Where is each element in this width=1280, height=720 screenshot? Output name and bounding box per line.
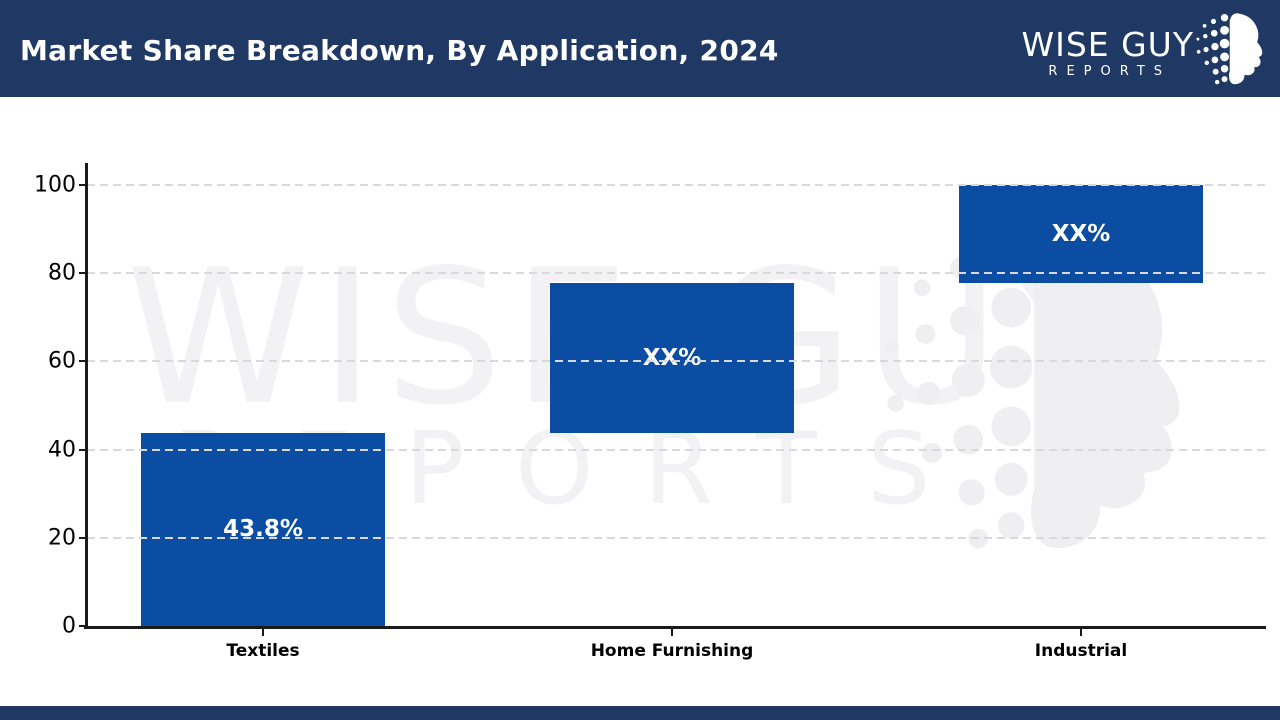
footer-bar [0,706,1280,720]
bar-textiles [141,432,385,626]
watermark: WISE GUY REPORTS [0,97,1280,706]
bars-layer: 43.8% XX% XX% [0,97,1280,706]
bar-value-label: XX% [1051,221,1111,247]
bar-home-furnishing [550,282,794,433]
chart-plot-area: WISE GUY REPORTS 43.8% XX% XX% 0 20 40 60 80 10… [0,97,1280,706]
bar-value-label: XX% [642,344,702,371]
wiseguy-face-icon [1196,13,1263,85]
logo-subtitle: REPORTS [1048,64,1172,79]
bar-value-label: 43.8% [223,516,303,543]
bar-industrial [959,185,1203,283]
wiseguy-logo: WISE GUY REPORTS [1016,6,1266,94]
watermark-face-icon [885,231,1180,549]
logo-wordmark: WISE GUY [1021,25,1194,64]
header-bar: Market Share Breakdown, By Application, … [0,0,1280,97]
chart-title: Market Share Breakdown, By Application, … [20,34,779,67]
wiseguy-logo-text: WISE GUY REPORTS [1021,28,1194,79]
